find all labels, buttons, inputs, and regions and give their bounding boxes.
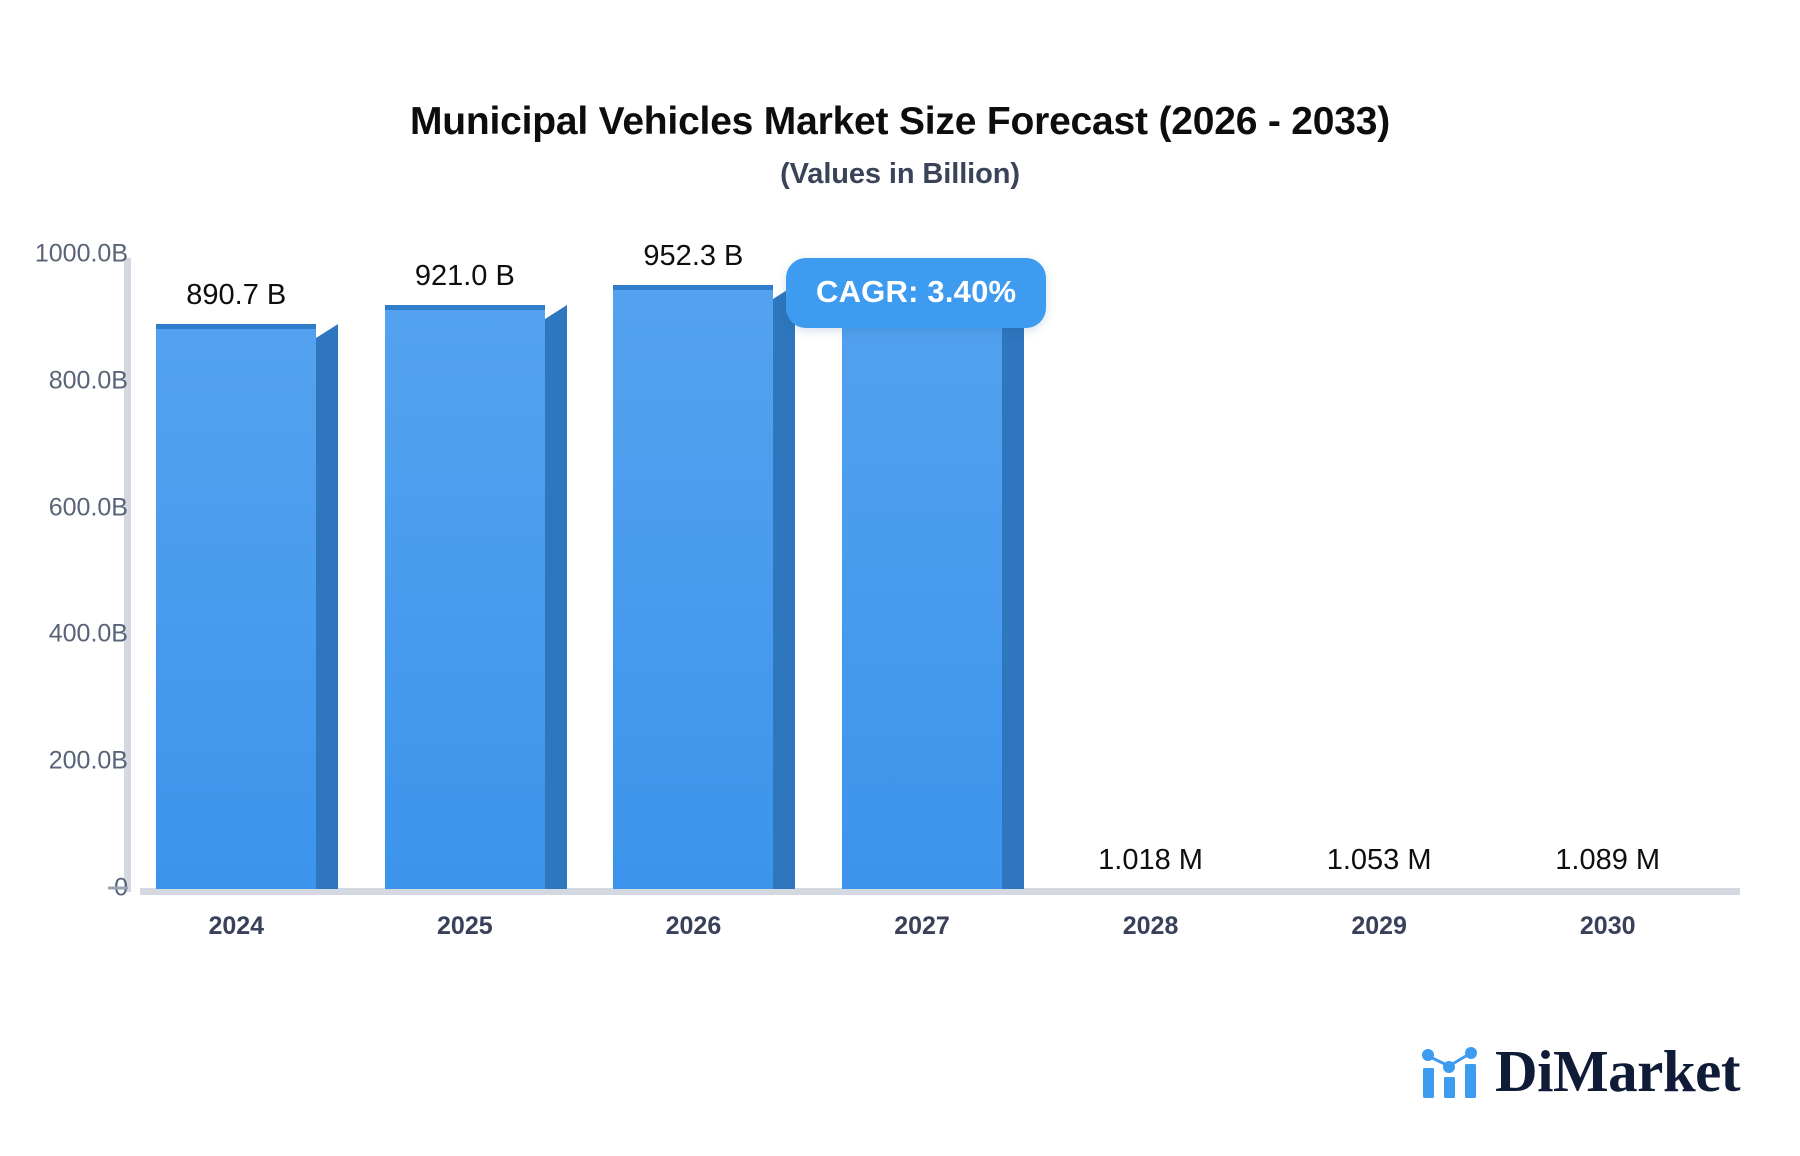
- x-axis-tick-2025: 2025: [437, 912, 493, 940]
- y-axis-tick-label: 600.0B: [48, 493, 128, 522]
- bar-value-label: 921.0 B: [414, 260, 515, 293]
- x-axis-tick-2030: 2030: [1579, 912, 1636, 940]
- logo-wordmark: DiMarket: [1494, 1038, 1741, 1104]
- bar-side-face: [1002, 279, 1024, 889]
- x-axis-tick-2024: 2024: [208, 912, 265, 940]
- bar-side-cap: [544, 305, 567, 320]
- bar-top-edge: [156, 324, 317, 330]
- x-axis-tick-2026: 2026: [665, 912, 722, 940]
- cagr-badge[interactable]: CAGR: 3.40%: [786, 258, 1047, 328]
- page-title: Municipal Vehicles Market Size Forecast …: [409, 100, 1390, 143]
- bar-chart-icon: [1421, 1046, 1477, 1098]
- title-block: Municipal Vehicles Market Size Forecast …: [0, 100, 1800, 191]
- x-axis-baseline: [140, 888, 1740, 895]
- bar-side-face: [773, 299, 796, 889]
- y-axis-tick-label: 800.0B: [48, 366, 128, 395]
- bar-2030[interactable]: 1.089 M: [1528, 844, 1688, 889]
- bar-top-edge: [384, 305, 545, 311]
- bar-value-label: 1.053 M: [1326, 844, 1432, 876]
- bar-2028[interactable]: 1.018 M: [1071, 844, 1231, 889]
- bar-face: [613, 285, 774, 889]
- bar-side-face: [544, 319, 567, 889]
- dimarket-logo[interactable]: DiMarket: [1419, 1038, 1741, 1104]
- bar-side-cap: [316, 324, 339, 339]
- bar-2025[interactable]: 921.0 B: [384, 260, 567, 889]
- bar-2026[interactable]: 952.3 B: [613, 240, 796, 889]
- x-axis-tick-2029: 2029: [1351, 912, 1407, 940]
- bar-face: [842, 265, 1002, 889]
- y-axis-line: [124, 258, 131, 892]
- y-axis-zero-tick: [108, 886, 128, 890]
- bar-face: [384, 305, 545, 889]
- y-axis-tick-label: 200.0B: [48, 746, 128, 775]
- bar-value-label: 952.3 B: [643, 240, 744, 273]
- bar-2029[interactable]: 1.053 M: [1299, 844, 1459, 889]
- bar-side-face: [316, 338, 339, 889]
- y-axis-tick-label: 400.0B: [48, 619, 128, 648]
- bar-value-label: 1.018 M: [1098, 844, 1203, 876]
- chart-subtitle: (Values in Billion): [780, 157, 1020, 190]
- x-axis-tick-2027: 2027: [894, 912, 950, 940]
- bar-top-edge: [613, 285, 774, 291]
- bar-2027[interactable]: [842, 265, 1024, 889]
- bar-2024[interactable]: 890.7 B: [156, 279, 339, 889]
- y-axis-tick-label: 1000.0B: [34, 239, 128, 268]
- bar-value-label: 890.7 B: [186, 279, 287, 312]
- bar-value-label: 1.089 M: [1555, 844, 1661, 876]
- x-axis-tick-2028: 2028: [1122, 912, 1179, 940]
- bar-face: [156, 324, 317, 889]
